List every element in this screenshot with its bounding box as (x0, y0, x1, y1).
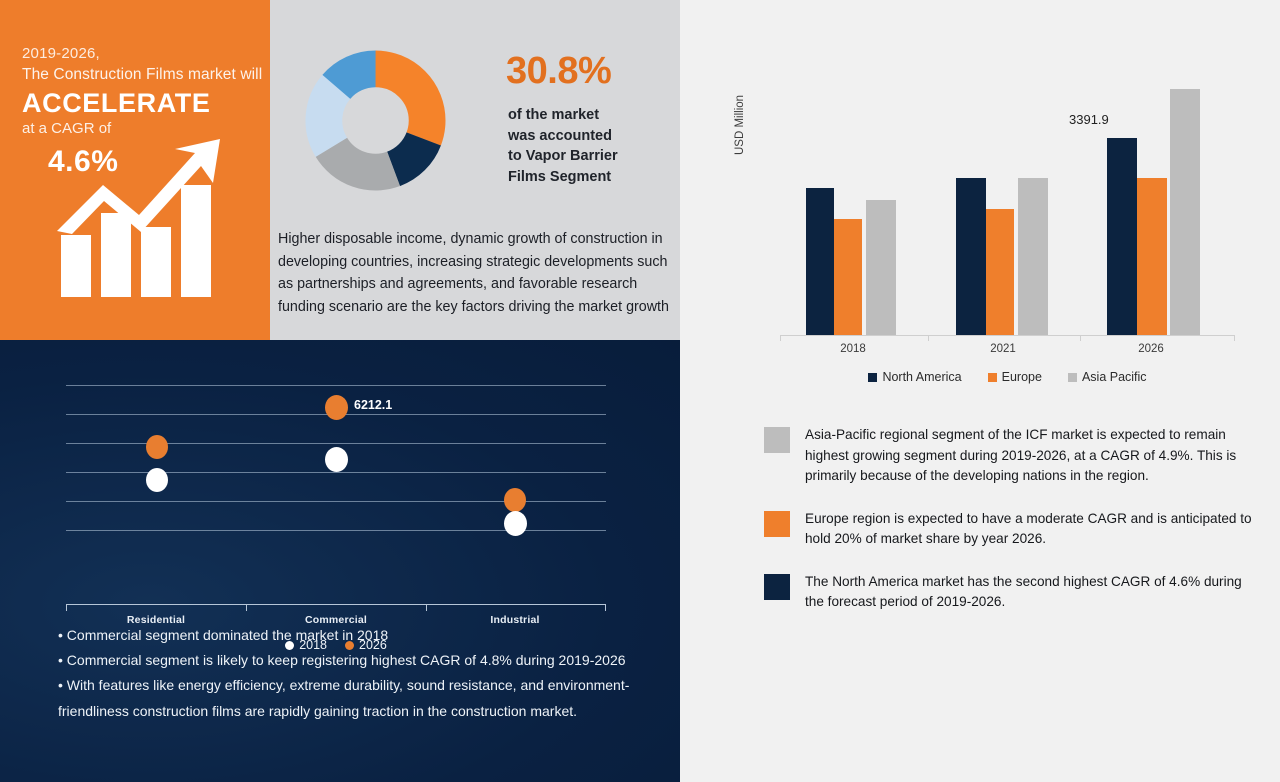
dot-plot-category-industrial: Industrial (490, 614, 540, 626)
dot-2018-residential[interactable] (146, 468, 168, 492)
dot-plot-category-commercial: Commercial (304, 614, 368, 626)
bar-chart-tick (780, 335, 781, 341)
legend-swatch-north-america-icon (868, 372, 878, 382)
forecast-period-label: 2019-2026, (22, 45, 100, 62)
bar-chart-x-axis (780, 335, 1235, 336)
segment-percent-value: 30.8% (506, 50, 612, 92)
bar-chart-legend-item-asia-pacific[interactable]: Asia Pacific (1067, 370, 1147, 384)
segment-analysis-panel: 6212.1 Residential Commercial Industrial… (0, 340, 680, 782)
bar-chart-legend-label-europe: Europe (1001, 370, 1042, 384)
dot-2026-industrial[interactable] (504, 488, 526, 512)
dot-plot-gridline (66, 530, 606, 531)
at-cagr-label: at a CAGR of (22, 120, 112, 137)
dot-plot-gridline (66, 472, 606, 473)
dot-plot-tick (605, 604, 606, 611)
bar-chart-category-2026: 2026 (1138, 343, 1164, 355)
regional-bullet-list: Asia-Pacific regional segment of the ICF… (764, 425, 1264, 635)
regional-bullet-text-north-america: The North America market has the second … (805, 573, 1242, 610)
bar-asia-pacific-2021[interactable] (1018, 178, 1048, 335)
bar-chart-data-label: 3391.9 (1069, 112, 1109, 127)
bar-chart-legend: North America Europe Asia Pacific (780, 370, 1235, 384)
legend-swatch-asia-pacific-icon (1067, 372, 1077, 382)
bar-asia-pacific-2018[interactable] (866, 200, 896, 335)
regional-bullet-europe: Europe region is expected to have a mode… (764, 509, 1264, 550)
dot-plot-gridline (66, 501, 606, 502)
growth-arrow-bars-icon (57, 139, 220, 297)
dot-plot-legend-label-2018: 2018 (299, 638, 327, 652)
donut-slice-b (305, 50, 446, 191)
legend-swatch-europe-icon (987, 372, 997, 382)
regional-bar-chart: USD Million 3391.9 2018 (734, 45, 1242, 400)
bar-chart-tick (1080, 335, 1081, 341)
legend-dot-2018-icon (285, 640, 295, 650)
dot-plot-legend: 2018 2026 (66, 638, 606, 652)
bullet-swatch-asia-pacific-icon (764, 427, 790, 453)
regional-bullet-text-europe: Europe region is expected to have a mode… (805, 510, 1252, 547)
bar-chart-legend-item-north-america[interactable]: North America (868, 370, 962, 384)
regional-analysis-panel: USD Million 3391.9 2018 (682, 0, 1280, 782)
dot-plot-x-axis (66, 604, 606, 605)
segment-desc-line-4: Films Segment (508, 168, 612, 185)
dot-plot-legend-item-2026[interactable]: 2026 (345, 638, 387, 652)
dot-2018-commercial[interactable] (325, 447, 348, 472)
bar-chart-category-2018: 2018 (840, 343, 866, 355)
dot-plot-legend-label-2026: 2026 (359, 638, 387, 652)
segment-share-panel: 30.8% of the market was accounted to Vap… (270, 0, 680, 340)
donut-slice-d (305, 50, 446, 191)
bar-europe-2026[interactable] (1137, 178, 1167, 335)
dot-2026-residential[interactable] (146, 435, 168, 459)
segment-percent-description: of the market was accounted to Vapor Bar… (508, 105, 618, 187)
donut-svg (305, 50, 446, 191)
dot-plot-gridline (66, 385, 606, 386)
regional-bullet-text-asia-pacific: Asia-Pacific regional segment of the ICF… (805, 427, 1237, 483)
dot-plot-legend-item-2018[interactable]: 2018 (285, 638, 327, 652)
dot-2018-industrial[interactable] (504, 511, 527, 536)
bar-chart-tick (1234, 335, 1235, 341)
bullet-swatch-europe-icon (764, 510, 790, 537)
segment-bullet-1: • Commercial segment dominated the marke… (58, 627, 389, 643)
bar-chart-y-axis-title: USD Million (734, 94, 746, 155)
regional-bullet-asia-pacific: Asia-Pacific regional segment of the ICF… (764, 425, 1264, 487)
regional-bullet-north-america: The North America market has the second … (764, 572, 1264, 613)
bar-north-america-2021[interactable] (956, 178, 986, 335)
segment-bullet-list: • Commercial segment dominated the marke… (58, 623, 638, 724)
dot-plot-tick (66, 604, 67, 611)
accelerate-headline: ACCELERATE (22, 88, 211, 118)
market-drivers-paragraph: Higher disposable income, dynamic growth… (278, 231, 669, 315)
bar-chart-legend-item-europe[interactable]: Europe (987, 370, 1042, 384)
market-lead-label: The Construction Films market will (22, 66, 263, 83)
cagr-header-panel: 2019-2026, The Construction Films market… (0, 0, 270, 340)
bar-chart-legend-label-asia-pacific: Asia Pacific (1081, 370, 1147, 384)
segment-dot-plot: 6212.1 Residential Commercial Industrial… (66, 385, 606, 652)
dot-plot-gridline (66, 443, 606, 444)
segment-donut-chart (288, 33, 463, 208)
bar-chart-tick (928, 335, 929, 341)
dot-2026-commercial[interactable] (325, 395, 348, 420)
bar-north-america-2026[interactable] (1107, 138, 1137, 335)
bar-north-america-2018[interactable] (806, 188, 834, 335)
bar-europe-2018[interactable] (834, 219, 862, 335)
bullet-swatch-north-america-icon (764, 573, 790, 600)
legend-dot-2026-icon (345, 640, 354, 650)
segment-desc-line-3: to Vapor Barrier (508, 148, 618, 164)
segment-desc-line-1: of the market (508, 107, 600, 123)
bar-asia-pacific-2026[interactable] (1170, 89, 1200, 335)
bar-chart-plot-area (780, 45, 1235, 335)
bar-europe-2021[interactable] (986, 209, 1014, 335)
dot-plot-category-residential: Residential (126, 614, 186, 626)
dot-plot-tick (426, 604, 427, 611)
segment-desc-line-2: was accounted (508, 127, 612, 144)
bar-chart-category-2021: 2021 (990, 343, 1016, 355)
bar-chart-legend-label-north-america: North America (882, 370, 962, 384)
dot-plot-tick (246, 604, 247, 611)
segment-bullet-3: • With features like energy efficiency, … (58, 677, 630, 719)
cagr-value: 4.6% (48, 145, 119, 178)
segment-bullet-2: • Commercial segment is likely to keep r… (58, 652, 626, 669)
dot-plot-data-label: 6212.1 (354, 398, 393, 412)
